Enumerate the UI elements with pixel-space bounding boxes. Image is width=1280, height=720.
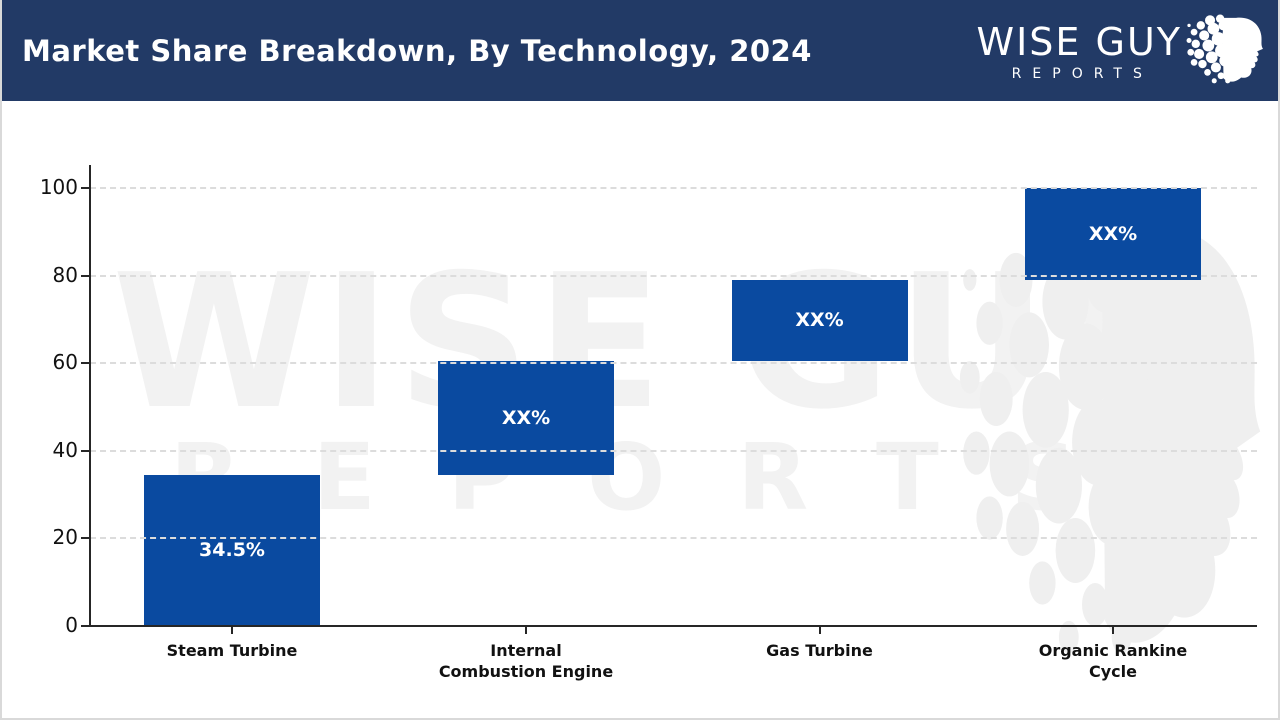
x-tick-mark — [525, 626, 527, 634]
y-tick-mark — [81, 449, 89, 452]
bar-value-label: 34.5% — [199, 539, 265, 562]
y-tick-mark — [81, 362, 89, 365]
x-category-label-2: Internal Combustion Engine — [438, 641, 614, 681]
x-category-label-3: Gas Turbine — [766, 641, 873, 660]
bar-gas-turbine: XX% — [731, 279, 908, 361]
gridline-60 — [90, 362, 1257, 365]
logo-subtext: REPORTS — [1011, 66, 1153, 82]
bar-organic-rankine-cycle: XX% — [1025, 188, 1201, 280]
x-tick-mark — [231, 626, 233, 634]
y-tick-label: 20 — [52, 525, 78, 550]
page-title: Market Share Breakdown, By Technology, 2… — [22, 33, 812, 68]
y-tick-mark — [81, 274, 89, 277]
watermark-head-icon — [959, 215, 1261, 654]
header-bar: Market Share Breakdown, By Technology, 2… — [2, 0, 1278, 101]
bar-value-label: XX% — [501, 406, 551, 429]
y-tick-label: 60 — [52, 350, 78, 375]
watermark-subtext: REPORTS — [170, 424, 1150, 531]
y-tick-label: 40 — [52, 437, 78, 462]
x-tick-mark — [818, 626, 821, 634]
y-tick-mark — [81, 187, 89, 189]
y-tick-label: 100 — [39, 175, 78, 199]
bar-internal-combustion-engine: XX% — [438, 361, 614, 475]
x-category-label-1: Steam Turbine — [166, 641, 298, 660]
y-tick-mark — [81, 625, 89, 627]
x-axis-line — [89, 625, 1257, 627]
x-tick-mark — [1112, 626, 1114, 634]
gridline-80 — [90, 274, 1257, 277]
bar-value-label: XX% — [795, 309, 844, 332]
logo-wordmark: WISE GUY — [976, 20, 1182, 64]
wiseguy-logo: WISE GUY REPORTS — [977, 5, 1268, 97]
bar-value-label: XX% — [1088, 222, 1138, 245]
gridline-20 — [90, 537, 1257, 540]
bar-steam-turbine: 34.5% — [144, 474, 320, 626]
x-category-label-4: Organic Rankine Cycle — [1038, 641, 1188, 681]
y-tick-label: 80 — [52, 262, 78, 287]
gridline-40 — [90, 449, 1257, 452]
gridline-100 — [90, 187, 1257, 189]
y-axis-line — [89, 165, 91, 627]
y-tick-mark — [81, 537, 89, 540]
logo-head-icon — [1186, 13, 1263, 83]
y-tick-label: 0 — [65, 613, 78, 637]
